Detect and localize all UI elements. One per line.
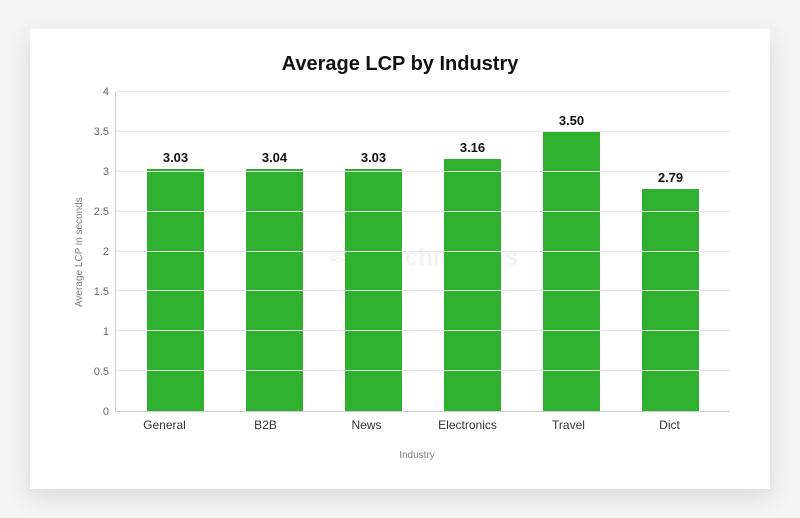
gridline xyxy=(116,171,730,172)
bar-slot: 3.04 xyxy=(225,92,324,411)
gridline xyxy=(116,370,730,371)
bar: 2.79 xyxy=(642,189,699,412)
x-tick: B2B xyxy=(215,418,316,432)
y-tick: 4 xyxy=(103,86,109,98)
y-axis-label: Average LCP in seconds xyxy=(70,92,85,412)
y-axis: 00.511.522.533.54 xyxy=(85,92,115,412)
bars-container: 3.03 3.04 3.03 3.16 3.50 2.79 xyxy=(116,92,730,411)
bar-value-label: 3.16 xyxy=(460,140,485,155)
bar-slot: 3.03 xyxy=(126,92,225,411)
bar-value-label: 3.50 xyxy=(559,113,584,128)
x-tick: Travel xyxy=(518,418,619,432)
plot: searchmetrics 3.033.043.033.163.502.79 xyxy=(115,92,730,412)
x-tick: Electronics xyxy=(417,418,518,432)
bar-value-label: 3.03 xyxy=(163,150,188,165)
bar-value-label: 2.79 xyxy=(658,170,683,185)
y-tick: 0 xyxy=(103,406,109,418)
bar: 3.16 xyxy=(444,159,501,411)
bar-value-label: 3.03 xyxy=(361,150,386,165)
y-tick: 2 xyxy=(103,246,109,258)
y-tick: 0.5 xyxy=(94,366,109,378)
x-axis-label: Industry xyxy=(104,450,730,461)
y-tick: 1.5 xyxy=(94,286,109,298)
gridline xyxy=(116,290,730,291)
plot-area: Average LCP in seconds 00.511.522.533.54… xyxy=(70,92,730,412)
bar: 3.50 xyxy=(543,132,600,411)
x-axis: GeneralB2BNewsElectronicsTravelDict xyxy=(104,412,730,432)
chart-title: Average LCP by Industry xyxy=(70,53,730,76)
x-tick: Dict xyxy=(619,418,720,432)
y-tick: 2.5 xyxy=(94,206,109,218)
gridline xyxy=(116,251,730,252)
bar-slot: 2.79 xyxy=(621,92,720,411)
bar-slot: 3.50 xyxy=(522,92,621,411)
gridline xyxy=(116,330,730,331)
y-tick: 3.5 xyxy=(94,126,109,138)
x-tick: General xyxy=(114,418,215,432)
gridline xyxy=(116,91,730,92)
bar-value-label: 3.04 xyxy=(262,150,287,165)
bar-slot: 3.16 xyxy=(423,92,522,411)
y-tick: 1 xyxy=(103,326,109,338)
gridline xyxy=(116,211,730,212)
bar-slot: 3.03 xyxy=(324,92,423,411)
x-tick: News xyxy=(316,418,417,432)
chart-card: Average LCP by Industry Average LCP in s… xyxy=(30,29,770,489)
gridline xyxy=(116,131,730,132)
y-tick: 3 xyxy=(103,166,109,178)
